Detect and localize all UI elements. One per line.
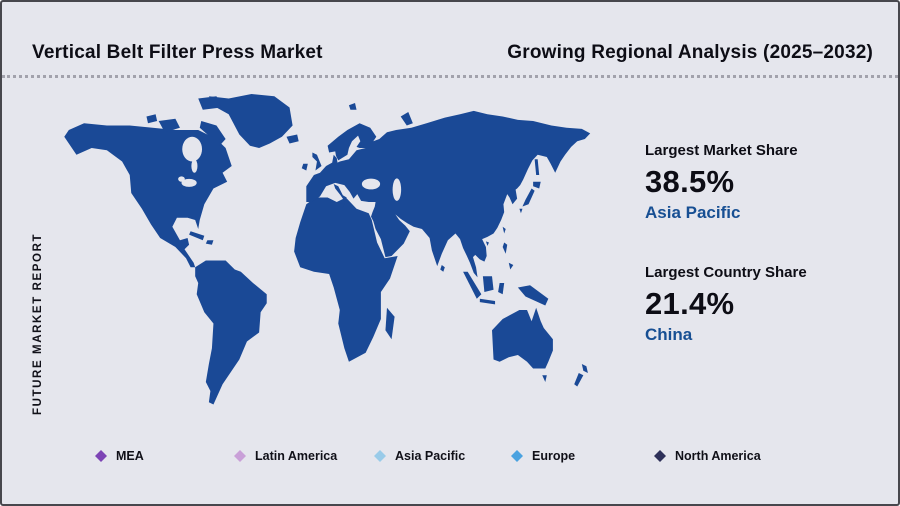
legend-label: Europe <box>532 449 576 463</box>
stat-value: 38.5% <box>645 164 735 199</box>
legend-item-latin-america: Latin America <box>234 449 337 463</box>
stat-label: Largest Market Share <box>645 142 798 159</box>
diamond-icon <box>374 450 386 462</box>
legend-item-europe: Europe <box>511 449 575 463</box>
stat-label: Largest Country Share <box>645 264 807 281</box>
header-subtitle: Growing Regional Analysis (2025–2032) <box>507 42 873 63</box>
legend-item-mea: MEA <box>95 449 144 463</box>
legend-label: North America <box>675 449 761 463</box>
legend-label: MEA <box>116 449 144 463</box>
land-masses <box>64 94 591 405</box>
diamond-icon <box>511 450 523 462</box>
stat-region: Asia Pacific <box>645 202 741 222</box>
diamond-icon <box>234 450 246 462</box>
diamond-icon <box>95 450 107 462</box>
legend-item-north-america: North America <box>654 449 761 463</box>
brand-vertical-text: FUTURE MARKET REPORT <box>32 232 44 415</box>
legend-label: Latin America <box>255 449 338 463</box>
page-title: Vertical Belt Filter Press Market <box>32 42 323 63</box>
diamond-icon <box>654 450 666 462</box>
stat-value: 21.4% <box>645 286 735 321</box>
stat-largest-country-share: Largest Country Share 21.4% China <box>645 264 885 345</box>
sea-overlays <box>178 136 402 201</box>
stat-largest-market-share: Largest Market Share 38.5% Asia Pacific <box>645 142 885 223</box>
header: Vertical Belt Filter Press Market Growin… <box>2 2 898 78</box>
world-map-svg <box>64 94 591 405</box>
legend-label: Asia Pacific <box>395 449 466 463</box>
legend: MEA Latin America Asia Pacific Europe No… <box>2 449 898 469</box>
legend-item-asia-pacific: Asia Pacific <box>374 449 465 463</box>
world-map <box>46 94 594 409</box>
stat-region: China <box>645 324 693 344</box>
